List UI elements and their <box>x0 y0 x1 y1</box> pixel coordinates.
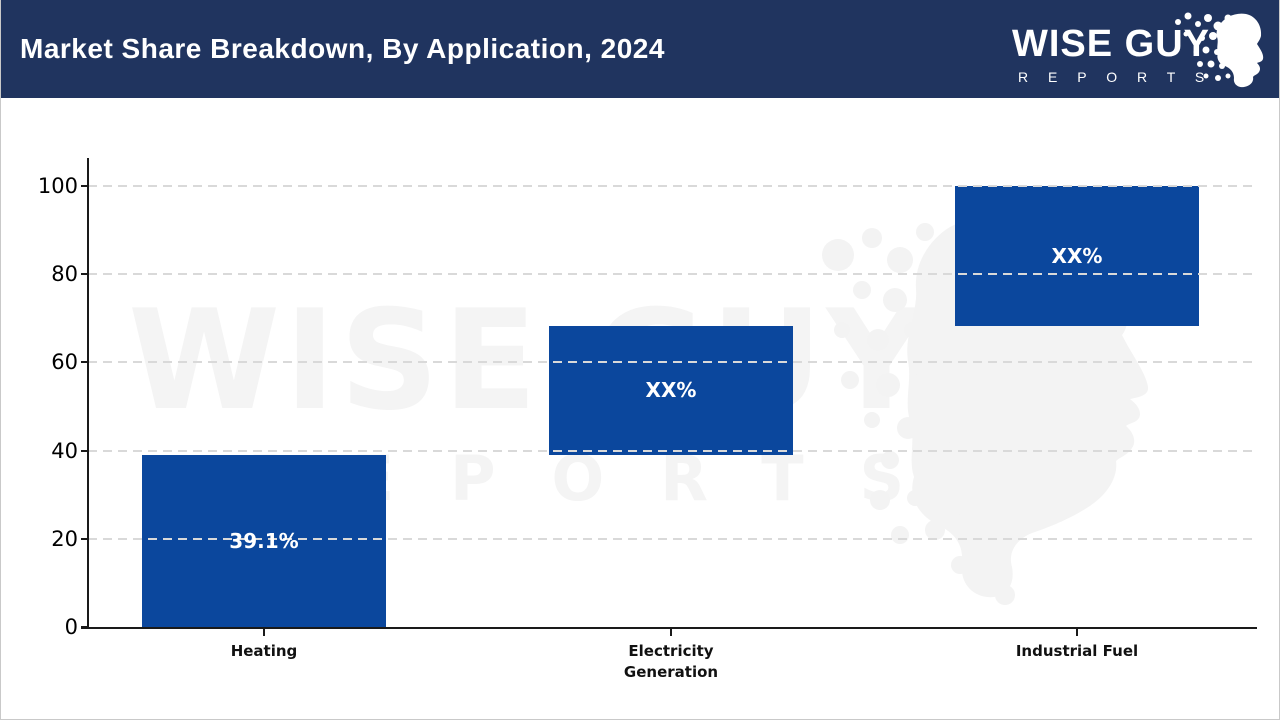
bar-value-label: XX% <box>1051 244 1103 269</box>
y-tick-mark <box>81 626 88 628</box>
y-axis-spine <box>87 158 89 629</box>
x-tick-mark <box>263 629 265 636</box>
page-title: Market Share Breakdown, By Application, … <box>20 33 665 64</box>
y-tick-label: 20 <box>51 526 78 551</box>
logo-face-icon <box>1175 12 1264 88</box>
y-tick-label: 40 <box>51 438 78 463</box>
header-band: Market Share Breakdown, By Application, … <box>0 0 1280 98</box>
y-tick-mark <box>81 449 88 452</box>
y-tick-label: 80 <box>51 262 78 287</box>
watermark-wordmark: WISE GUY <box>128 280 931 441</box>
y-gridline <box>88 449 1253 452</box>
y-tick-mark <box>81 273 88 276</box>
x-category-label: Electricity Generation <box>623 642 719 681</box>
x-category-label: Heating <box>230 642 298 660</box>
x-category-label: Industrial Fuel <box>1015 642 1139 660</box>
y-tick-mark <box>81 185 88 187</box>
y-tick-mark <box>81 361 88 364</box>
x-tick-mark <box>670 629 672 636</box>
y-tick-label: 60 <box>51 350 78 375</box>
bar-value-label: 39.1% <box>229 528 299 553</box>
bar-value-label: XX% <box>645 378 697 403</box>
x-axis-spine <box>81 627 1257 629</box>
y-tick-label: 0 <box>64 615 78 639</box>
y-gridline <box>88 537 1253 540</box>
logo-tagline: R E P O R T S <box>1018 69 1212 85</box>
bar-segment <box>955 186 1199 327</box>
logo-wordmark: WISE GUY <box>1012 23 1210 65</box>
y-tick-label: 100 <box>37 174 78 198</box>
y-gridline <box>88 273 1253 276</box>
y-gridline <box>88 361 1253 364</box>
wiseguy-logo: WISE GUY R E P O R T S <box>1012 12 1264 88</box>
y-tick-mark <box>81 537 88 540</box>
y-gridline <box>88 185 1253 187</box>
bar-segment <box>142 454 386 627</box>
bar-segment <box>549 326 793 455</box>
x-tick-mark <box>1076 629 1078 636</box>
